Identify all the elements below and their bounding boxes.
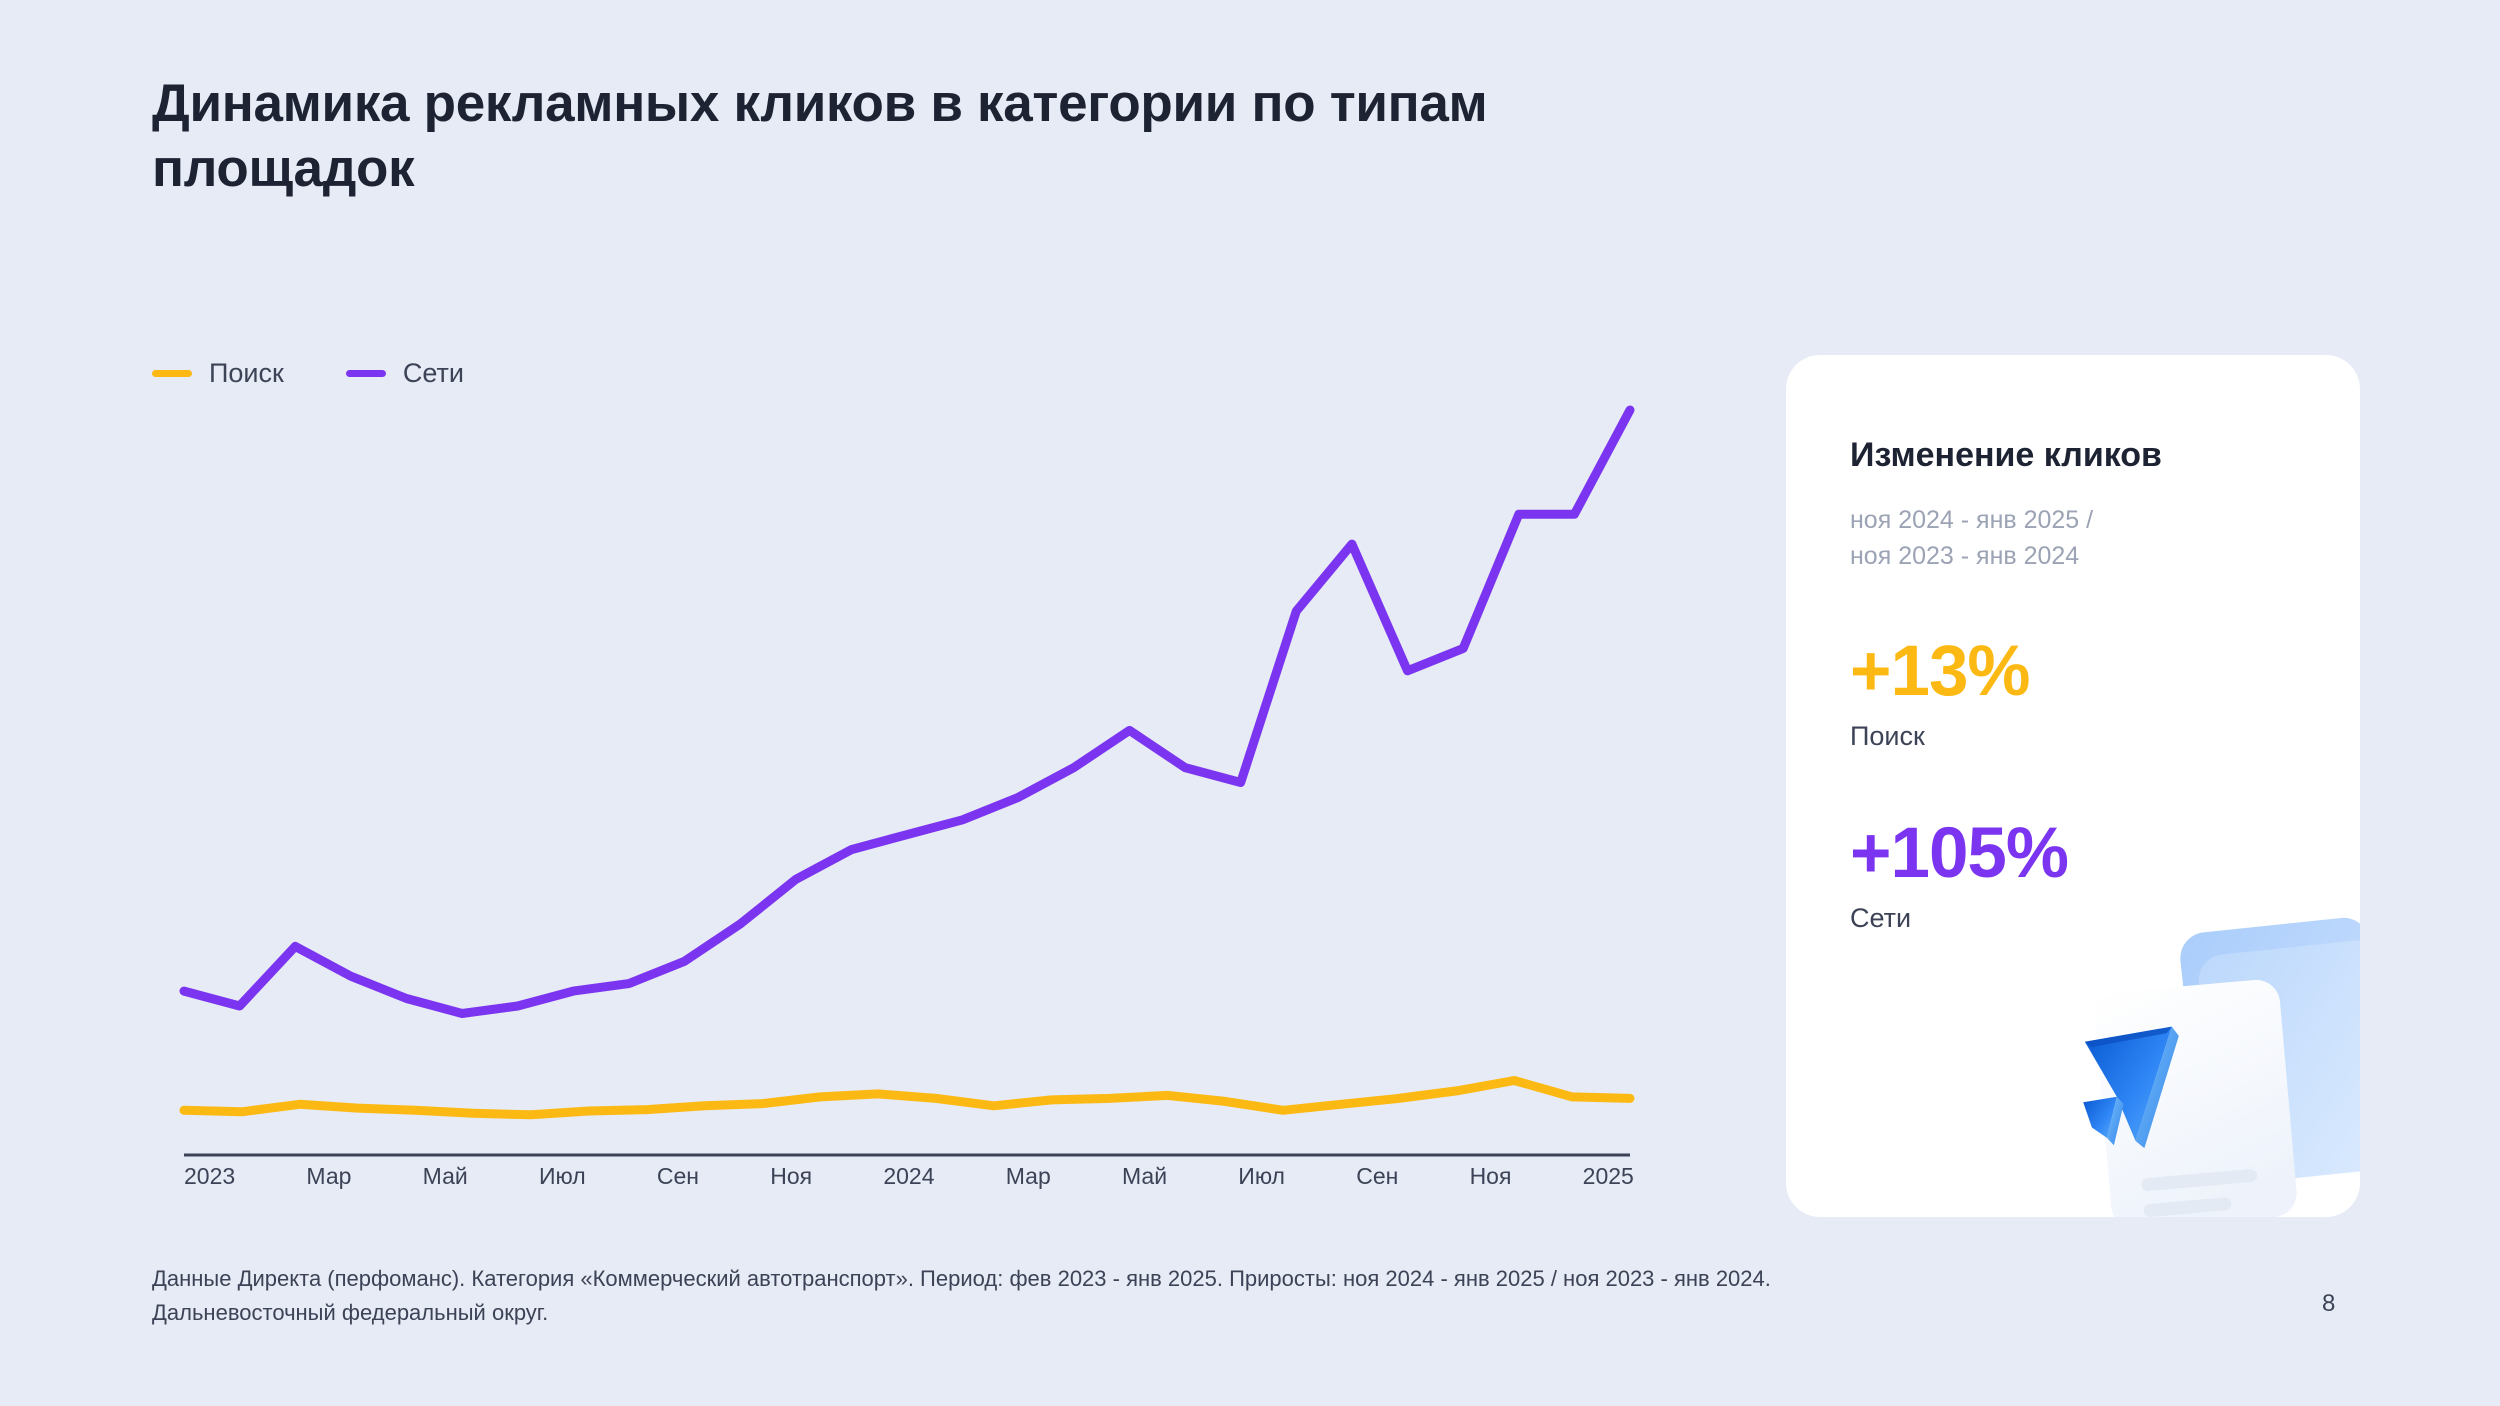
x-tick: 2024: [883, 1163, 935, 1189]
legend-label-search: Поиск: [209, 358, 284, 388]
x-tick: Ноя: [770, 1163, 813, 1189]
x-tick: Май: [422, 1163, 468, 1189]
series-networks: [179, 405, 1635, 1018]
chart-canvas: [179, 405, 1635, 1157]
cursor-documents-illustration-icon: [2083, 917, 2360, 1217]
chart-legend: Поиск Сети: [152, 360, 464, 387]
x-tick: 2023: [184, 1163, 236, 1189]
metrics-card-title: Изменение кликов: [1850, 436, 2162, 474]
x-tick: Мар: [306, 1163, 352, 1189]
legend-label-networks: Сети: [402, 358, 464, 388]
series-search: [179, 1076, 1635, 1120]
page-number: 8: [2322, 1290, 2336, 1317]
legend-item-networks[interactable]: Сети: [345, 358, 464, 388]
x-tick: Ноя: [1469, 1163, 1512, 1189]
x-axis-tick-labels: 2023 Мар Май Июл Сен Ноя 2024 Мар Май Ию…: [184, 1163, 1634, 1190]
metrics-card: Изменение кликов ноя 2024 - янв 2025 / н…: [1786, 355, 2360, 1217]
metrics-card-subtitle: ноя 2024 - янв 2025 / ноя 2023 - янв 202…: [1850, 505, 2094, 571]
stat-networks-value: +105%: [1850, 814, 2069, 894]
stat-search: +13% Поиск: [1850, 636, 2330, 750]
footnote: Данные Директа (перфоманс). Категория «К…: [152, 1266, 1771, 1326]
legend-item-search[interactable]: Поиск: [152, 360, 284, 387]
stat-networks: +105% Сети: [1850, 818, 2330, 932]
x-tick: Сен: [1356, 1163, 1399, 1189]
page-title: Динамика рекламных кликов в категории по…: [152, 74, 1488, 198]
x-tick: Сен: [656, 1163, 699, 1189]
x-tick: Мар: [1005, 1163, 1051, 1189]
line-chart: [150, 400, 1650, 1160]
legend-swatch-networks-icon: [345, 370, 386, 377]
x-tick: Июл: [1238, 1163, 1285, 1189]
stat-networks-label: Сети: [1850, 903, 1912, 934]
x-tick: Июл: [538, 1163, 586, 1189]
stat-search-value: +13%: [1850, 632, 2031, 712]
x-tick: Май: [1121, 1163, 1168, 1189]
legend-swatch-search-icon: [152, 370, 192, 377]
metrics-card-content: Изменение кликов ноя 2024 - янв 2025 / н…: [1850, 435, 2330, 932]
stat-search-label: Поиск: [1850, 721, 1925, 752]
x-tick: 2025: [1582, 1163, 1634, 1189]
